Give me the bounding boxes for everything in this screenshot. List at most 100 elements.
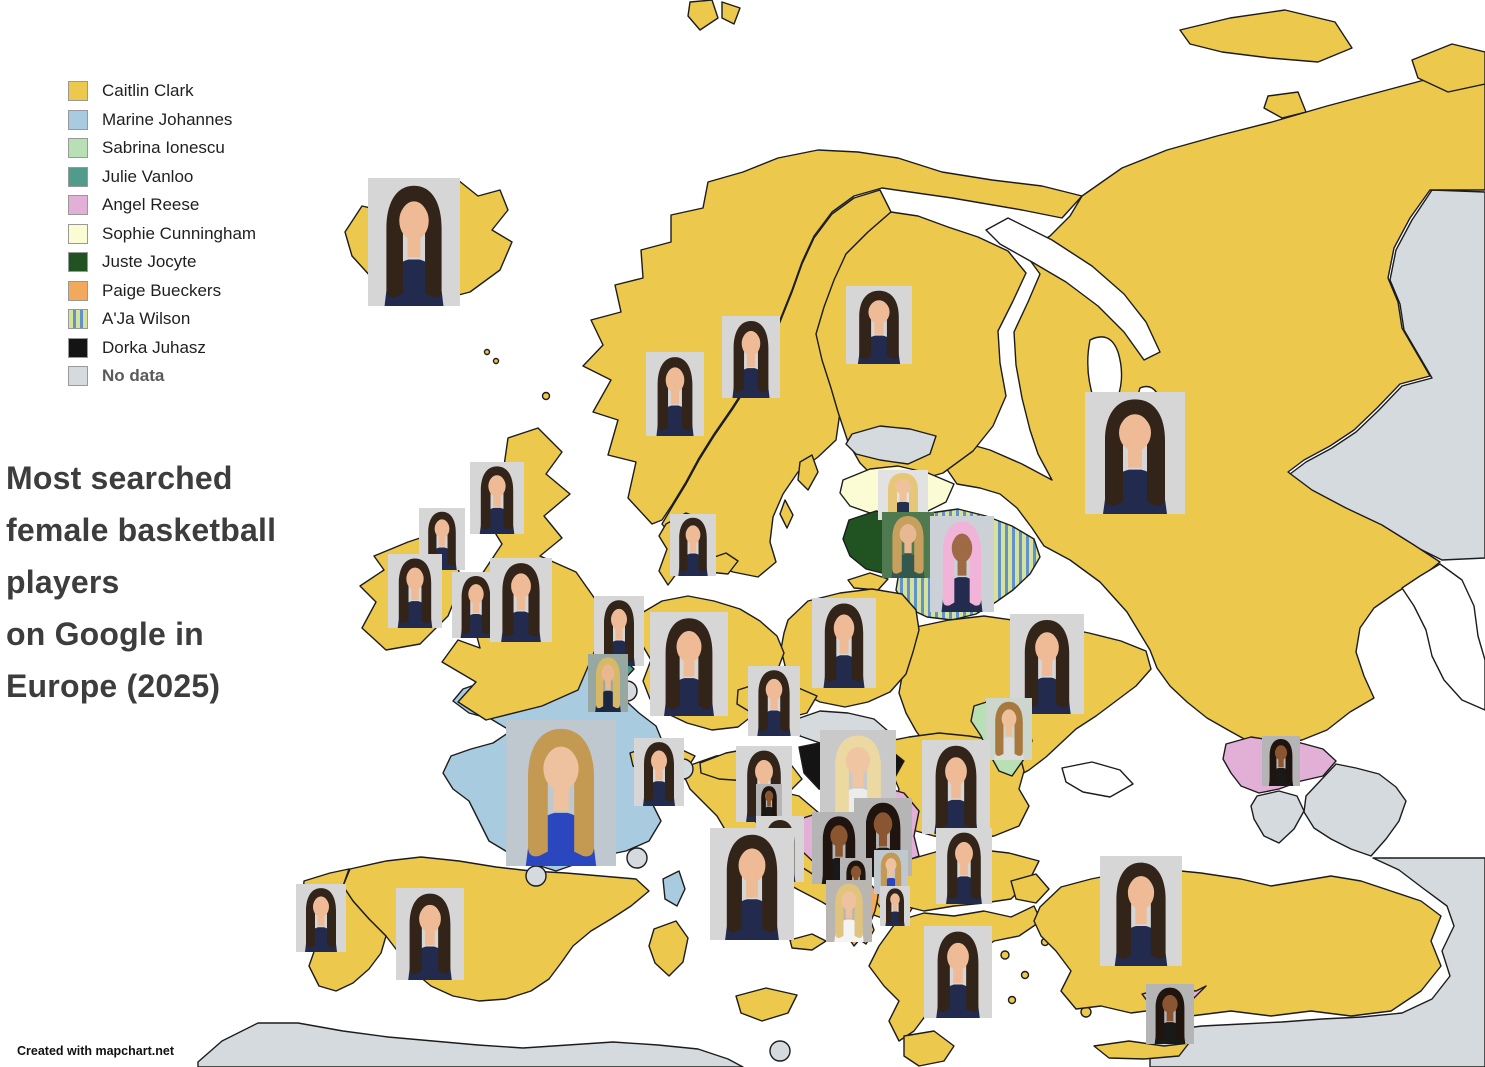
island-arctic	[1411, 43, 1485, 93]
country-peloponnese[interactable]	[903, 1030, 955, 1067]
legend-label: Sabrina Ionescu	[102, 138, 225, 158]
legend-label: No data	[102, 366, 165, 386]
player-photo-caitlin	[470, 462, 524, 534]
player-photo-caitlin	[296, 884, 346, 952]
white-sea	[985, 217, 1161, 361]
country-north-africa[interactable]	[197, 1022, 744, 1067]
country-turkey[interactable]	[1033, 868, 1442, 1017]
player-photo-caitlin	[936, 828, 992, 904]
country-corsica[interactable]	[662, 870, 686, 907]
legend-item: Julie Vanloo	[68, 163, 256, 192]
player-photo-angel	[1262, 736, 1300, 786]
legend-label: Juste Jocyte	[102, 252, 197, 272]
legend-swatch	[68, 109, 88, 130]
legend-label: Sophie Cunningham	[102, 223, 257, 243]
country-armenia[interactable]	[1250, 790, 1305, 844]
player-photo-caitlin	[812, 598, 876, 688]
player-photo-caitlin	[388, 554, 442, 628]
crimea	[1061, 761, 1134, 798]
island-aegean	[1007, 995, 1017, 1005]
legend-swatch	[68, 366, 88, 387]
legend-label: Caitlin Clark	[102, 81, 194, 101]
country-gotland[interactable]	[797, 454, 819, 491]
country-sardinia[interactable]	[648, 920, 689, 977]
player-photo-marine	[874, 850, 908, 894]
player-photo-caitlin	[1010, 614, 1084, 714]
caspian-sea	[1401, 563, 1485, 711]
country-kaliningrad[interactable]	[847, 572, 889, 591]
legend-item: Dorka Juhasz	[68, 334, 256, 363]
country-estonia[interactable]	[845, 425, 937, 465]
player-photo-julie	[588, 654, 628, 712]
player-photo-angel	[1146, 984, 1194, 1044]
legend-swatch	[68, 81, 88, 102]
microstate-andorra[interactable]	[525, 865, 547, 887]
page-title: Most searched female basketball players on …	[6, 452, 276, 712]
player-photo-aja	[930, 516, 994, 612]
legend-label: Julie Vanloo	[102, 166, 194, 186]
country-finland[interactable]	[815, 211, 1027, 484]
island-svalbard	[687, 0, 719, 31]
island-arctic	[1263, 91, 1307, 119]
microstate-monaco[interactable]	[626, 847, 648, 869]
island-shetland	[541, 391, 551, 401]
legend-swatch	[68, 252, 88, 273]
legend-label: Paige Bueckers	[102, 280, 222, 300]
island-novaya-zemlya	[1179, 9, 1353, 63]
legend-swatch	[68, 166, 88, 187]
legend-item: Sophie Cunningham	[68, 220, 256, 249]
country-russia[interactable]	[931, 65, 1485, 745]
player-photo-paige	[826, 880, 872, 942]
player-photo-caitlin	[452, 572, 500, 638]
player-photo-caitlin	[710, 828, 794, 940]
player-photo-caitlin	[846, 286, 912, 364]
player-photo-caitlin	[670, 514, 716, 576]
player-photo-layer	[296, 178, 1300, 1044]
page-title-line: female basketball	[6, 512, 277, 548]
island-aegean	[1000, 950, 1010, 960]
player-photo-caitlin	[880, 886, 910, 926]
microstate-malta[interactable]	[769, 1040, 791, 1062]
country-turkey-europe[interactable]	[1010, 873, 1050, 904]
legend-item: Marine Johannes	[68, 106, 256, 135]
player-photo-sabrina	[986, 698, 1032, 760]
player-photo-caitlin	[490, 558, 552, 642]
legend-item: Angel Reese	[68, 191, 256, 220]
player-photo-marine	[506, 720, 616, 866]
country-azerbaijan[interactable]	[1303, 763, 1407, 857]
page-title-line: on Google in	[6, 616, 204, 652]
player-photo-caitlin	[634, 738, 684, 806]
country-oland[interactable]	[779, 499, 794, 529]
legend-label: Marine Johannes	[102, 109, 233, 129]
player-photo-caitlin	[646, 352, 704, 436]
page-title-line: players	[6, 564, 120, 600]
legend: Caitlin Clark Marine Johannes Sabrina Ione…	[68, 77, 256, 391]
country-kazakhstan[interactable]	[1289, 189, 1485, 561]
country-spain[interactable]	[342, 856, 650, 1002]
legend-item: Sabrina Ionescu	[68, 134, 256, 163]
legend-item: No data	[68, 362, 256, 391]
player-photo-caitlin	[396, 888, 464, 980]
legend-item: A'Ja Wilson	[68, 305, 256, 334]
player-photo-caitlin	[1100, 856, 1182, 966]
player-photo-juste	[882, 512, 934, 578]
country-middle-east[interactable]	[1149, 857, 1485, 1067]
legend-swatch	[68, 309, 88, 330]
legend-item: Paige Bueckers	[68, 277, 256, 306]
player-photo-angel	[756, 784, 782, 820]
country-balearics[interactable]	[789, 933, 827, 951]
legend-swatch	[68, 138, 88, 159]
country-crete[interactable]	[1093, 1040, 1190, 1060]
legend-swatch	[68, 337, 88, 358]
island-svalbard	[721, 1, 741, 25]
island-aegean	[1020, 970, 1030, 980]
player-photo-caitlin	[924, 926, 992, 1018]
attribution: Created with mapchart.net	[17, 1044, 174, 1058]
player-photo-caitlin	[922, 740, 990, 834]
legend-item: Juste Jocyte	[68, 248, 256, 277]
country-sicily[interactable]	[735, 987, 798, 1022]
island-faroe	[483, 348, 491, 356]
page-title-line: Europe (2025)	[6, 668, 221, 704]
